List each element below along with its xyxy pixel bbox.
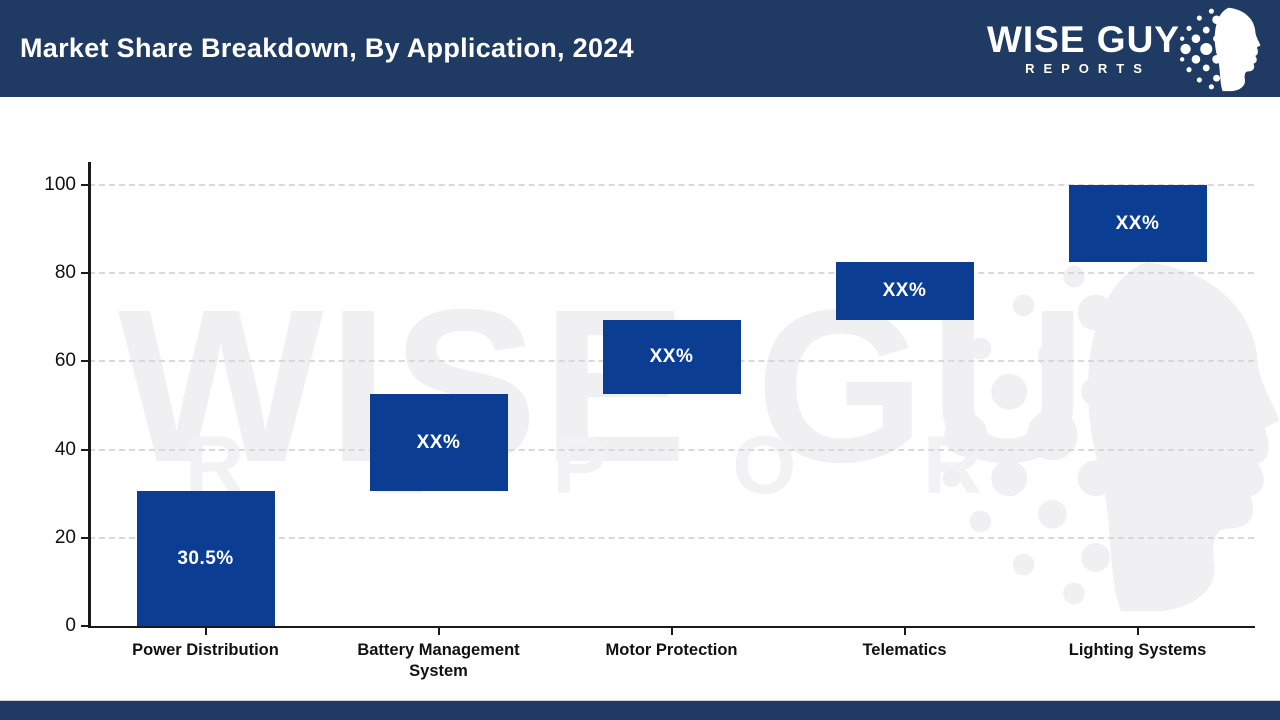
gridline-20 — [89, 536, 1254, 539]
x-axis-tick-3 — [903, 628, 906, 635]
x-axis-tick-2 — [670, 628, 673, 635]
bar-battery-management-system: XX% — [369, 394, 508, 492]
category-label-0: Power Distribution — [132, 641, 279, 659]
gridline-40 — [89, 448, 1254, 451]
page-title: Market Share Breakdown, By Application, … — [20, 33, 634, 63]
bar-value-label: XX% — [649, 345, 694, 367]
bar-value-label: XX% — [416, 431, 461, 453]
y-axis-label-0: 0 — [65, 615, 76, 636]
category-label-1: Battery Management System — [357, 641, 520, 680]
y-axis-tick-60 — [81, 360, 89, 363]
footer-bar — [0, 700, 1280, 720]
x-axis-tick-4 — [1136, 628, 1139, 635]
bar-value-label: XX% — [882, 279, 927, 301]
gridline-100 — [89, 184, 1254, 186]
y-axis-tick-20 — [81, 536, 89, 539]
y-axis-tick-80 — [81, 272, 89, 275]
bar-value-label: XX% — [1115, 212, 1160, 234]
logo-wordmark: WISE GUY — [986, 19, 1180, 60]
bar-value-label: 30.5% — [177, 547, 234, 569]
logo-text: WISE GUY REPORTS — [987, 21, 1180, 76]
x-axis-line — [88, 625, 1255, 628]
header-bar: Market Share Breakdown, By Application, … — [0, 0, 1280, 97]
category-label-2: Motor Protection — [605, 641, 738, 659]
y-axis-tick-100 — [81, 184, 89, 186]
dotted-head-logo-icon — [1180, 7, 1261, 91]
y-axis-tick-0 — [81, 625, 89, 627]
x-axis-tick-1 — [437, 628, 440, 635]
y-axis-label-80: 80 — [54, 262, 76, 284]
watermark-head-graphic — [930, 225, 1280, 645]
x-axis-tick-0 — [204, 628, 207, 635]
y-axis-label-20: 20 — [54, 526, 76, 548]
bar-telematics: XX% — [835, 262, 974, 320]
logo-subtitle: REPORTS — [1025, 61, 1151, 76]
category-label-3: Telematics — [862, 641, 947, 659]
y-axis-line — [88, 162, 91, 628]
bar-motor-protection: XX% — [602, 319, 741, 395]
category-label-4: Lighting Systems — [1068, 641, 1207, 659]
gridline-80 — [89, 272, 1254, 275]
bar-lighting-systems: XX% — [1068, 185, 1207, 263]
wise-guy-reports-logo: WISE GUY REPORTS — [987, 6, 1280, 92]
bar-power-distribution: 30.5% — [136, 491, 275, 626]
y-axis-label-40: 40 — [54, 438, 76, 460]
y-axis-tick-40 — [81, 448, 89, 451]
y-axis-label-60: 60 — [54, 350, 76, 372]
y-axis-label-100: 100 — [44, 174, 76, 195]
